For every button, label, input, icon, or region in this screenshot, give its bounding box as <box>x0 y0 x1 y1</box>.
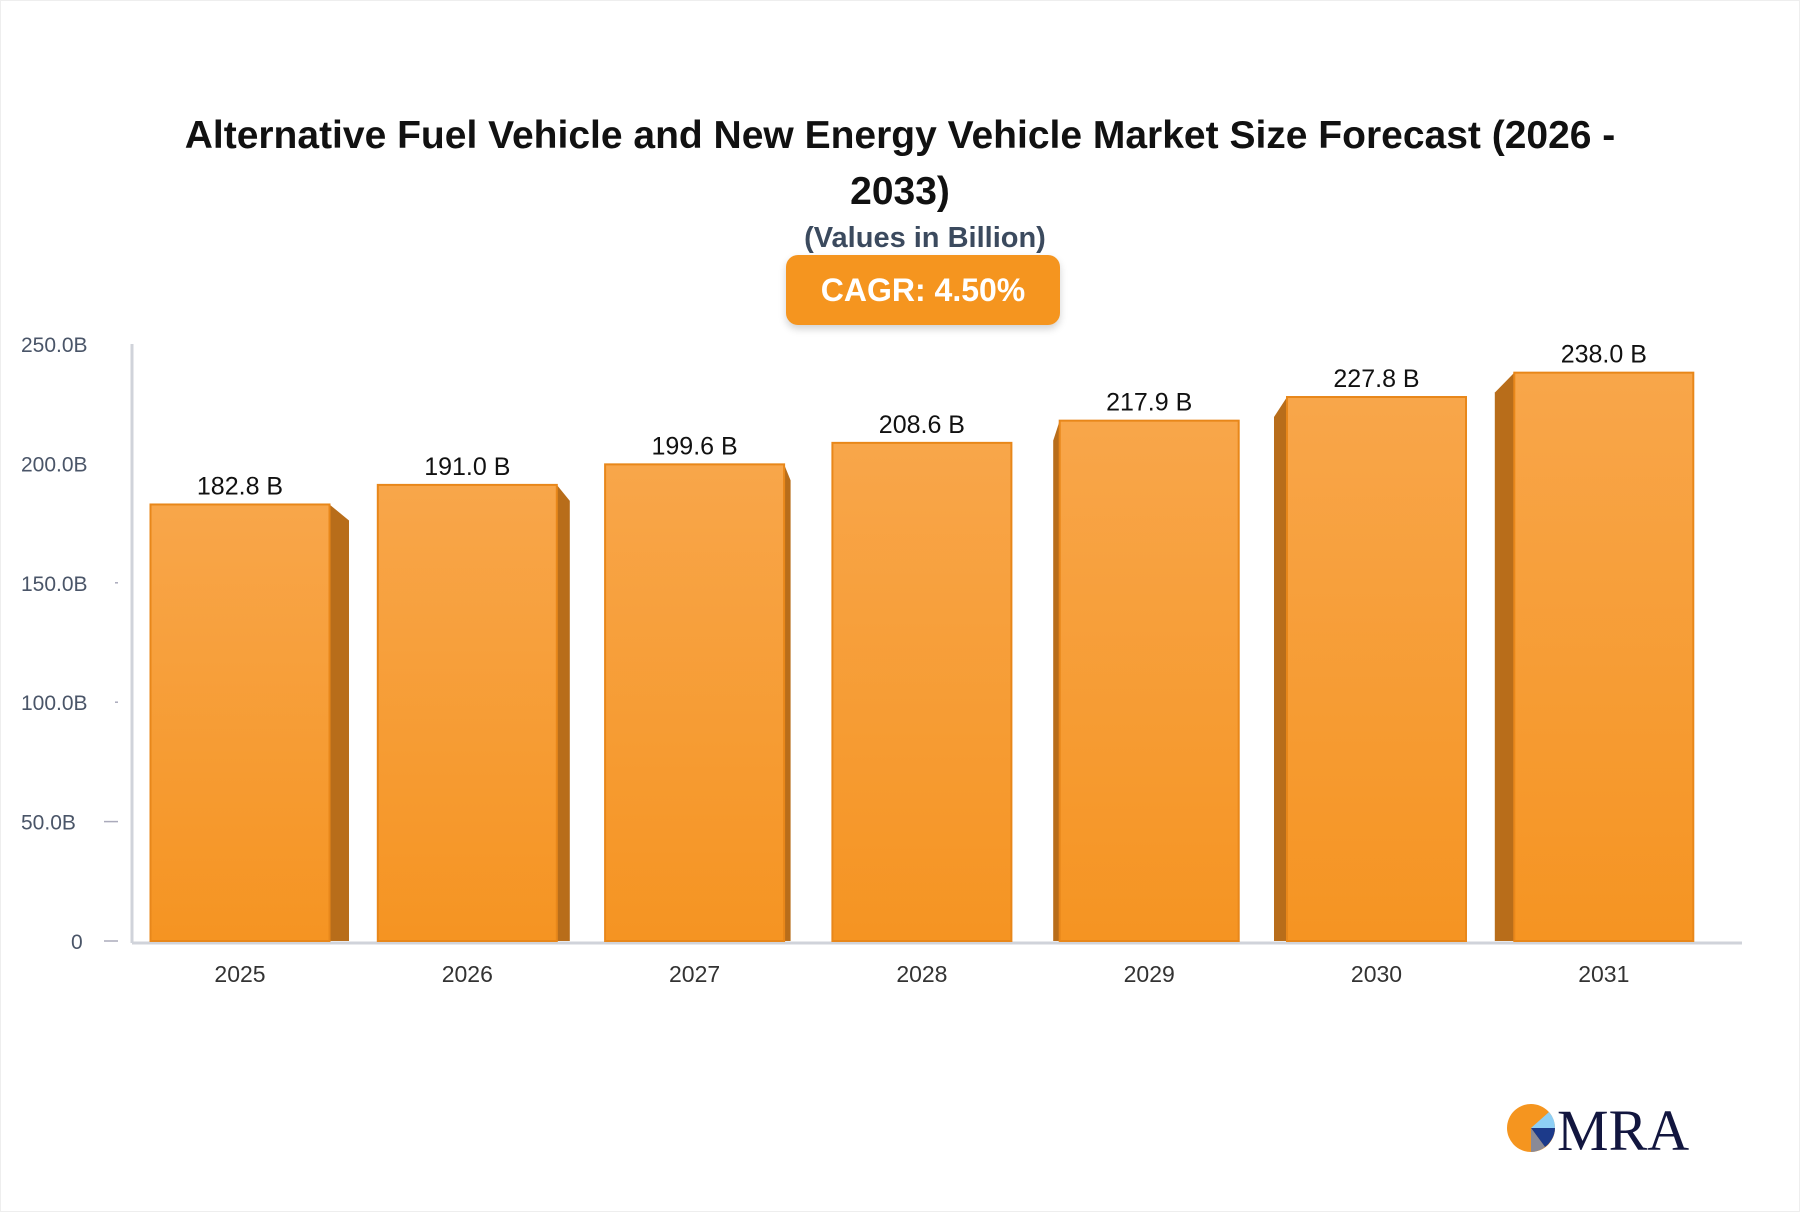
bar <box>1286 396 1467 942</box>
y-tick-label: 100.0B <box>21 692 88 715</box>
x-tick-label: 2030 <box>1351 961 1402 987</box>
bar <box>149 503 331 942</box>
bar-value-label: 217.9 B <box>1106 389 1192 417</box>
bar-value-label: 227.8 B <box>1333 365 1419 393</box>
bar-value-label: 182.8 B <box>197 472 283 500</box>
bar-side <box>784 464 791 941</box>
x-tick-label: 2028 <box>896 961 947 987</box>
x-tick-label: 2029 <box>1124 961 1175 987</box>
mra-logo: MRA <box>1507 1098 1689 1158</box>
bar <box>1058 419 1240 942</box>
bar-value-label: 191.0 B <box>424 453 510 481</box>
chart-title: Alternative Fuel Vehicle and New Energy … <box>184 114 1616 213</box>
y-tick-label: 250.0B <box>21 334 88 357</box>
bar-value-label: 238.0 B <box>1561 341 1647 369</box>
x-tick-label: 2031 <box>1578 961 1629 987</box>
bar <box>831 441 1013 942</box>
bar <box>376 483 558 942</box>
chart-subtitle: (Values in Billion) <box>804 222 1046 254</box>
bar-side <box>1274 397 1287 941</box>
y-tick-label: 150.0B <box>21 573 88 596</box>
bar-side <box>1053 420 1060 941</box>
bar-side <box>1494 372 1515 941</box>
y-tick-label: 50.0B <box>21 812 76 835</box>
bar <box>1513 371 1695 942</box>
cagr-badge: CAGR: 4.50% <box>786 255 1060 325</box>
bar-side <box>556 484 570 941</box>
x-tick-label: 2025 <box>214 961 265 987</box>
svg-text:MRA: MRA <box>1557 1098 1689 1158</box>
bar-side <box>329 504 349 941</box>
x-tick-label: 2027 <box>669 961 720 987</box>
y-tick-label: 200.0B <box>21 453 88 476</box>
bar <box>604 463 786 942</box>
y-tick-label: 0 <box>71 931 83 954</box>
x-tick-label: 2026 <box>442 961 493 987</box>
bar-value-label: 199.6 B <box>652 432 738 460</box>
bar-value-label: 208.6 B <box>879 411 965 439</box>
